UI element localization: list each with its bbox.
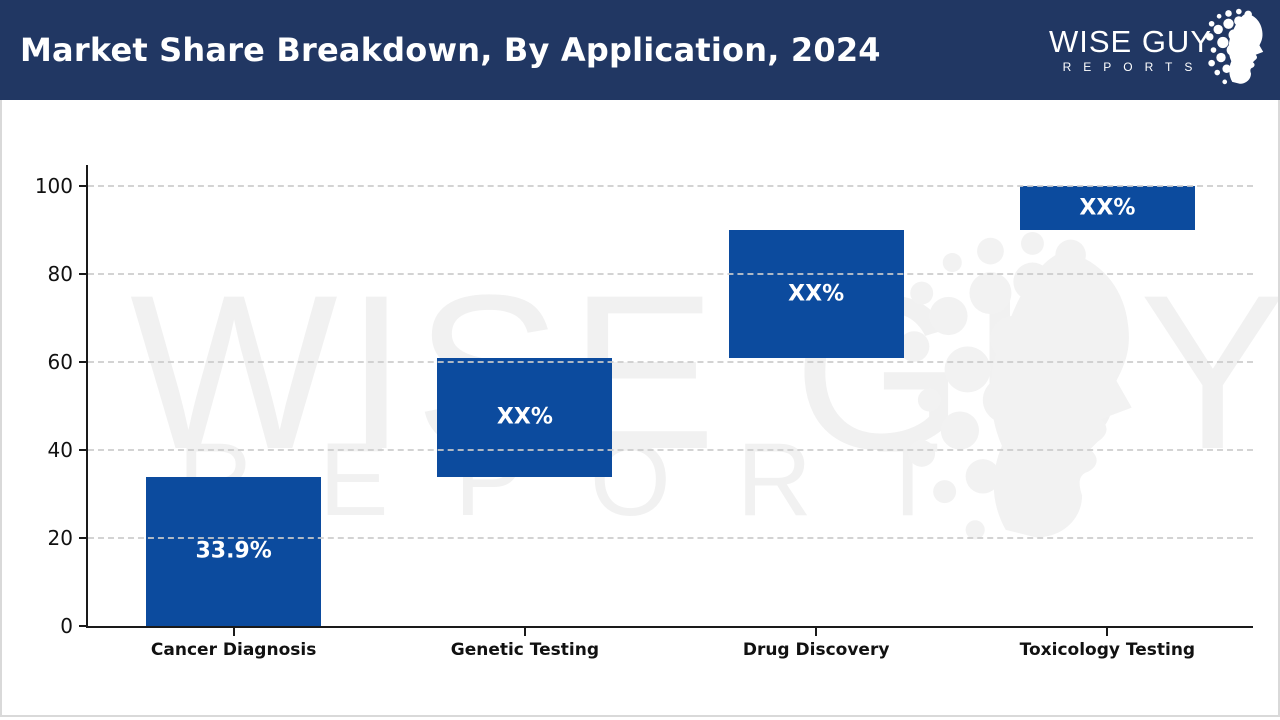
x-tick-label: Cancer Diagnosis (150, 640, 317, 660)
logo-wordmark: WISE GUY (1048, 23, 1212, 59)
page-title: Market Share Breakdown, By Application, … (20, 31, 881, 69)
y-gridline (88, 449, 1253, 451)
bar-segment (1019, 186, 1195, 230)
y-tick-label: 40 (47, 438, 73, 462)
y-tick-label: 100 (34, 174, 73, 198)
y-tick (79, 185, 88, 187)
y-tick-label: 0 (60, 614, 73, 638)
frame-right (1278, 100, 1280, 717)
y-tick (79, 273, 88, 275)
y-tick-label: 60 (47, 350, 73, 374)
x-tick (523, 627, 526, 636)
bar-segment (146, 476, 322, 626)
x-tick-label: Drug Discovery (742, 640, 890, 660)
frame-left (0, 100, 2, 717)
y-gridline (88, 185, 1253, 187)
report-header: Market Share Breakdown, By Application, … (0, 0, 1280, 100)
y-gridline (88, 537, 1253, 539)
bar-value-label: 33.9% (195, 538, 272, 564)
bar-segment (728, 230, 904, 358)
wiseguy-face-icon (1206, 8, 1264, 85)
x-tick (1106, 627, 1109, 636)
bar-segment (437, 357, 613, 477)
x-tick (815, 627, 818, 636)
x-tick-label: Toxicology Testing (1019, 640, 1196, 660)
bar-value-label: XX% (1079, 195, 1136, 221)
y-axis (86, 165, 88, 628)
y-tick (79, 449, 88, 451)
y-tick-label: 20 (47, 526, 73, 550)
y-tick (79, 625, 88, 627)
brand-logo: WISE GUY REPORTS (1049, 8, 1280, 92)
x-axis (86, 626, 1253, 628)
y-tick (79, 361, 88, 363)
bar-value-label: XX% (788, 281, 845, 307)
bar-value-label: XX% (496, 404, 553, 430)
x-tick-label: Genetic Testing (450, 640, 600, 660)
frame-bottom (0, 715, 1280, 717)
x-tick (232, 627, 235, 636)
y-tick (79, 537, 88, 539)
y-tick-label: 80 (47, 262, 73, 286)
y-gridline (88, 361, 1253, 363)
logo-subtext: REPORTS (1062, 60, 1205, 75)
y-gridline (88, 273, 1253, 275)
